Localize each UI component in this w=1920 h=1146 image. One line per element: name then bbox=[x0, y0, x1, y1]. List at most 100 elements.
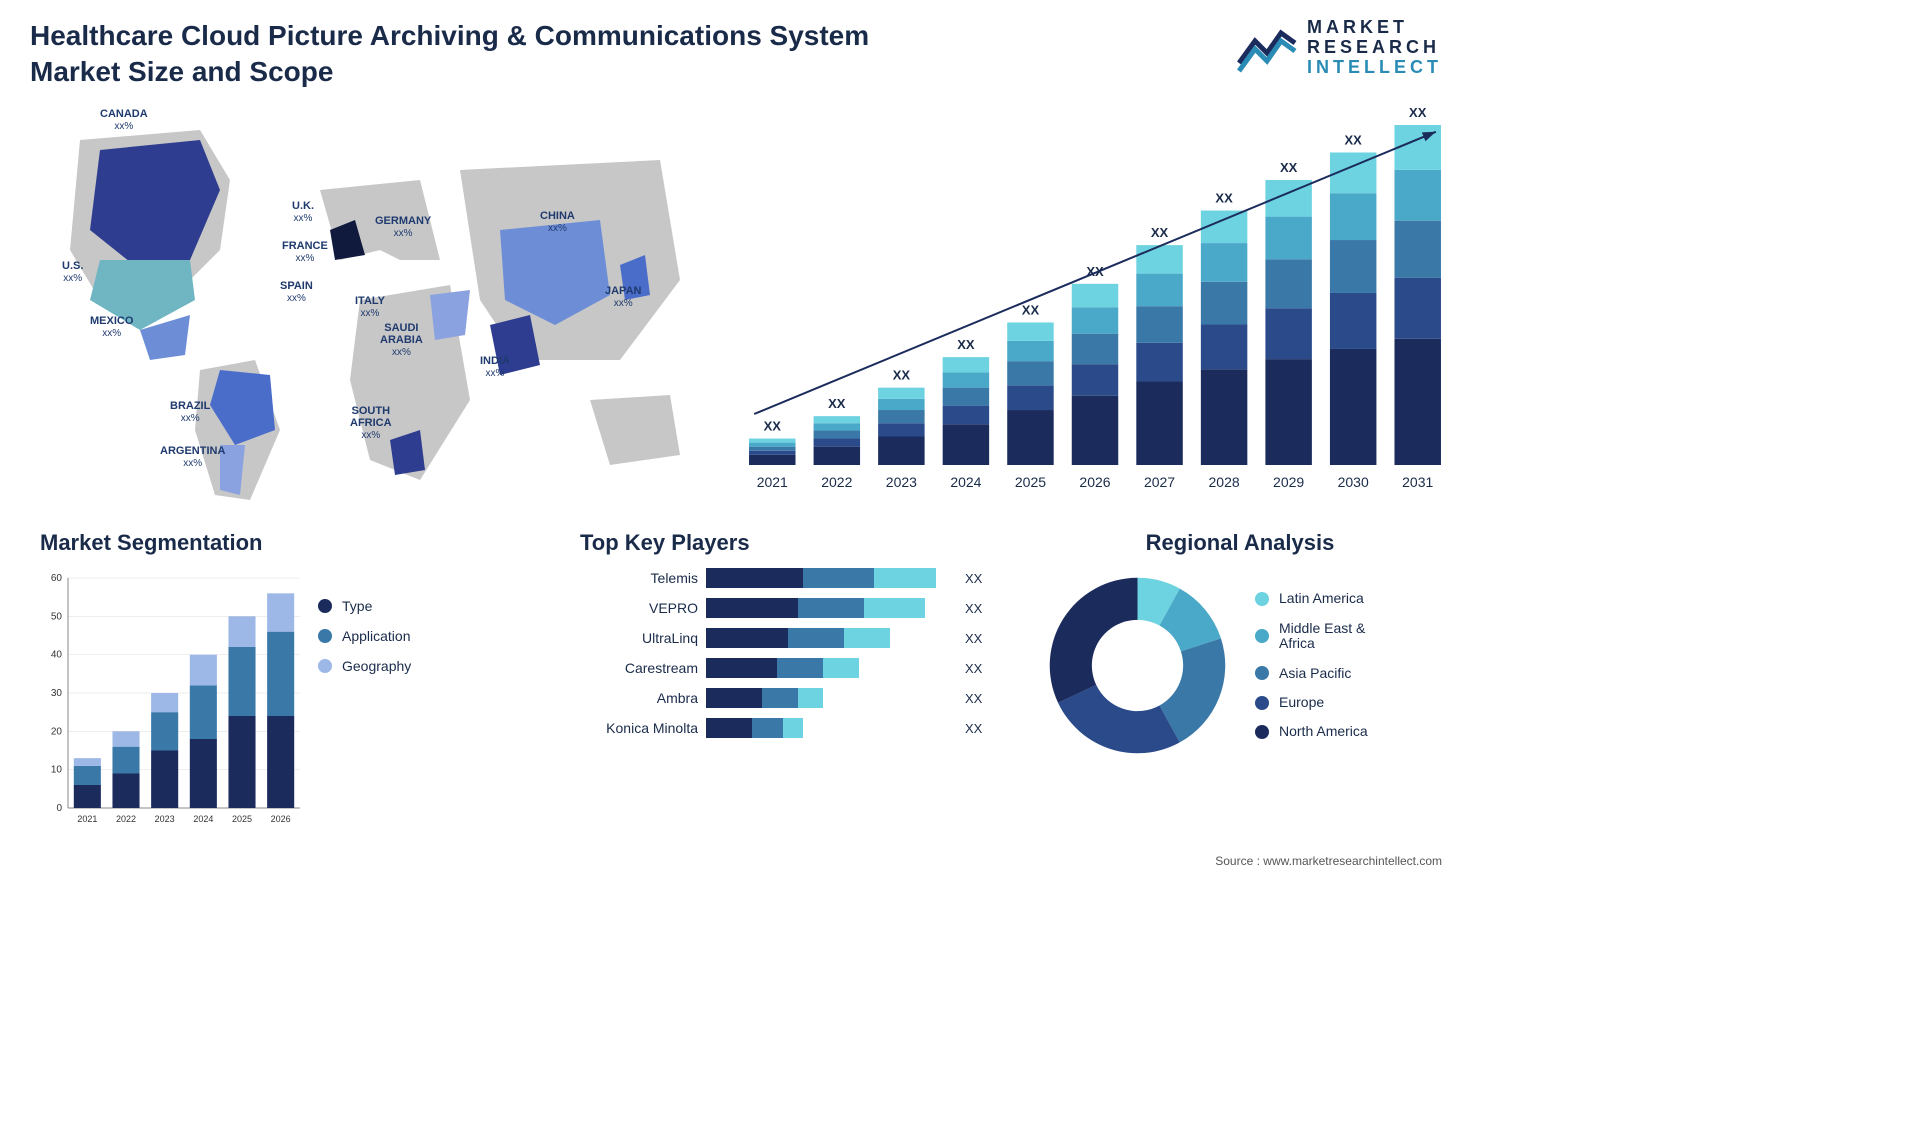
svg-text:2030: 2030 bbox=[1338, 474, 1369, 490]
player-value: XX bbox=[965, 601, 982, 616]
regional-legend-north-america: North America bbox=[1255, 724, 1368, 739]
legend-dot-icon bbox=[1255, 592, 1269, 606]
svg-text:2021: 2021 bbox=[77, 814, 97, 824]
svg-text:2022: 2022 bbox=[116, 814, 136, 824]
player-name: VEPRO bbox=[580, 600, 698, 616]
svg-text:2031: 2031 bbox=[1402, 474, 1433, 490]
seg-legend-type: Type bbox=[318, 598, 411, 614]
svg-text:30: 30 bbox=[51, 688, 63, 699]
map-label-france: FRANCExx% bbox=[282, 240, 328, 264]
svg-text:50: 50 bbox=[51, 611, 63, 622]
player-value: XX bbox=[965, 571, 982, 586]
svg-text:2028: 2028 bbox=[1209, 474, 1240, 490]
svg-text:XX: XX bbox=[957, 337, 975, 352]
segmentation-title: Market Segmentation bbox=[40, 530, 480, 556]
player-row-konica-minolta: Konica Minolta XX bbox=[580, 718, 1010, 738]
player-value: XX bbox=[965, 691, 982, 706]
segmentation-section: Market Segmentation 01020304050602021202… bbox=[40, 530, 480, 840]
legend-dot-icon bbox=[1255, 629, 1269, 643]
player-value: XX bbox=[965, 631, 982, 646]
svg-text:XX: XX bbox=[1409, 105, 1427, 120]
svg-text:2021: 2021 bbox=[757, 474, 788, 490]
legend-dot-icon bbox=[1255, 666, 1269, 680]
svg-text:60: 60 bbox=[51, 573, 63, 584]
regional-legend-europe: Europe bbox=[1255, 695, 1368, 710]
growth-chart: XX 2021 XX 2022 XX 2023 XX 2024 XX 2025 XX 2026 XX 20… bbox=[740, 95, 1450, 505]
map-label-india: INDIAxx% bbox=[480, 355, 510, 379]
map-label-spain: SPAINxx% bbox=[280, 280, 313, 304]
svg-text:2026: 2026 bbox=[1079, 474, 1110, 490]
svg-text:20: 20 bbox=[51, 726, 63, 737]
player-row-ambra: Ambra XX bbox=[580, 688, 1010, 708]
player-bar bbox=[706, 598, 951, 618]
svg-text:2022: 2022 bbox=[821, 474, 852, 490]
svg-text:XX: XX bbox=[1215, 191, 1233, 206]
players-title: Top Key Players bbox=[580, 530, 1010, 556]
player-row-carestream: Carestream XX bbox=[580, 658, 1010, 678]
regional-donut bbox=[1040, 568, 1235, 763]
svg-text:XX: XX bbox=[764, 419, 782, 434]
svg-text:2025: 2025 bbox=[1015, 474, 1046, 490]
map-label-saudi-arabia: SAUDIARABIAxx% bbox=[380, 322, 423, 358]
regional-legend-asia-pacific: Asia Pacific bbox=[1255, 666, 1368, 681]
growth-chart-svg: XX 2021 XX 2022 XX 2023 XX 2024 XX 2025 XX 2026 XX 20… bbox=[740, 95, 1450, 505]
player-row-telemis: Telemis XX bbox=[580, 568, 1010, 588]
logo-text: MARKET RESEARCH INTELLECT bbox=[1307, 18, 1442, 77]
svg-text:2026: 2026 bbox=[271, 814, 291, 824]
segmentation-chart: 0102030405060202120222023202420252026 bbox=[40, 568, 300, 828]
svg-text:40: 40 bbox=[51, 650, 63, 661]
logo-line-3: INTELLECT bbox=[1307, 58, 1442, 78]
svg-text:XX: XX bbox=[1151, 225, 1169, 240]
regional-legend: Latin AmericaMiddle East &AfricaAsia Pac… bbox=[1255, 591, 1368, 739]
svg-text:2025: 2025 bbox=[232, 814, 252, 824]
map-label-south-africa: SOUTHAFRICAxx% bbox=[350, 405, 392, 441]
players-section: Top Key Players TelemisXXVEPROXXUltraLin… bbox=[580, 530, 1010, 840]
logo-line-1: MARKET bbox=[1307, 18, 1442, 38]
legend-dot-icon bbox=[318, 659, 332, 673]
regional-legend-latin-america: Latin America bbox=[1255, 591, 1368, 606]
segmentation-legend: TypeApplicationGeography bbox=[318, 568, 411, 828]
map-label-china: CHINAxx% bbox=[540, 210, 575, 234]
page-title: Healthcare Cloud Picture Archiving & Com… bbox=[30, 18, 869, 91]
player-bar bbox=[706, 688, 951, 708]
player-name: Carestream bbox=[580, 660, 698, 676]
player-name: Telemis bbox=[580, 570, 698, 586]
map-label-brazil: BRAZILxx% bbox=[170, 400, 210, 424]
regional-title: Regional Analysis bbox=[1040, 530, 1440, 556]
svg-text:XX: XX bbox=[1022, 302, 1040, 317]
legend-dot-icon bbox=[1255, 725, 1269, 739]
player-row-vepro: VEPRO XX bbox=[580, 598, 1010, 618]
player-row-ultralinq: UltraLinq XX bbox=[580, 628, 1010, 648]
player-bar bbox=[706, 628, 951, 648]
map-label-mexico: MEXICOxx% bbox=[90, 315, 133, 339]
map-label-argentina: ARGENTINAxx% bbox=[160, 445, 225, 469]
legend-dot-icon bbox=[1255, 696, 1269, 710]
player-name: Konica Minolta bbox=[580, 720, 698, 736]
player-value: XX bbox=[965, 661, 982, 676]
title-line-1: Healthcare Cloud Picture Archiving & Com… bbox=[30, 20, 869, 51]
title-line-2: Market Size and Scope bbox=[30, 56, 333, 87]
svg-text:2024: 2024 bbox=[950, 474, 981, 490]
svg-text:XX: XX bbox=[828, 396, 846, 411]
header: Healthcare Cloud Picture Archiving & Com… bbox=[30, 18, 1442, 91]
player-bar bbox=[706, 658, 951, 678]
logo-icon bbox=[1237, 23, 1297, 73]
svg-text:2027: 2027 bbox=[1144, 474, 1175, 490]
svg-text:10: 10 bbox=[51, 765, 63, 776]
player-bar bbox=[706, 568, 951, 588]
map-label-u-k-: U.K.xx% bbox=[292, 200, 314, 224]
svg-text:2023: 2023 bbox=[886, 474, 917, 490]
player-value: XX bbox=[965, 721, 982, 736]
player-bar bbox=[706, 718, 951, 738]
svg-text:XX: XX bbox=[893, 368, 911, 383]
player-name: Ambra bbox=[580, 690, 698, 706]
svg-text:XX: XX bbox=[1345, 132, 1363, 147]
svg-text:2029: 2029 bbox=[1273, 474, 1304, 490]
player-name: UltraLinq bbox=[580, 630, 698, 646]
svg-text:2023: 2023 bbox=[155, 814, 175, 824]
regional-section: Regional Analysis Latin AmericaMiddle Ea… bbox=[1040, 530, 1440, 840]
map-label-canada: CANADAxx% bbox=[100, 108, 148, 132]
map-label-germany: GERMANYxx% bbox=[375, 215, 431, 239]
brand-logo: MARKET RESEARCH INTELLECT bbox=[1237, 18, 1442, 77]
svg-text:XX: XX bbox=[1280, 160, 1298, 175]
